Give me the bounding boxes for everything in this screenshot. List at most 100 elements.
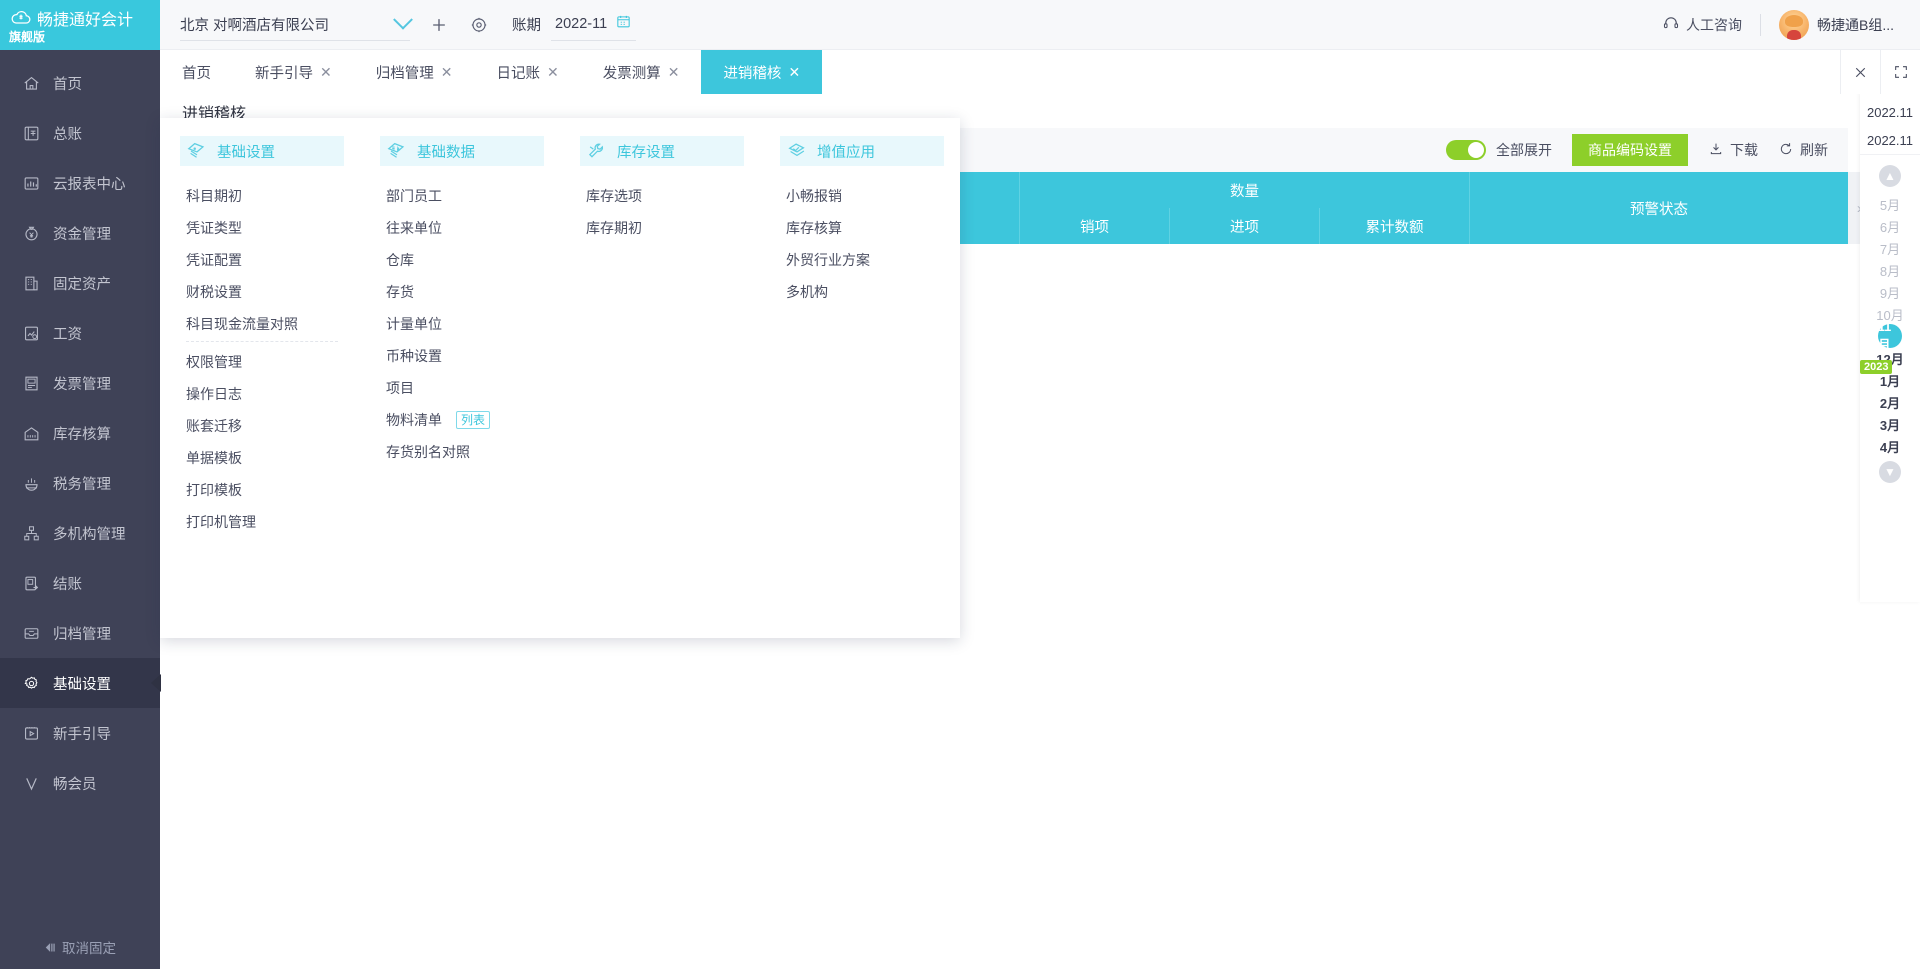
rail-month-label: 2月: [1879, 395, 1901, 411]
tab-label: 首页: [182, 65, 211, 82]
tab-purchase-sales-audit[interactable]: 进销稽核 ✕: [701, 50, 823, 94]
mega-item-inventory-options[interactable]: 库存选项: [580, 180, 760, 212]
tab-close-icon[interactable]: ✕: [788, 64, 801, 80]
sidebar-item-label: 工资: [53, 326, 82, 343]
expand-all-toggle[interactable]: 全部展开: [1446, 140, 1552, 160]
mega-item-inventory-alias-mapping[interactable]: 存货别名对照: [380, 436, 560, 468]
rail-month-item[interactable]: 4月: [1860, 435, 1920, 457]
sidebar-item-guide[interactable]: 新手引导: [0, 708, 160, 758]
unpin-sidebar-button[interactable]: 取消固定: [0, 925, 160, 969]
rail-date-end[interactable]: 2022.11: [1866, 132, 1914, 148]
rail-month-item[interactable]: 6月: [1860, 215, 1920, 237]
brand-logo[interactable]: 畅捷通好会计 旗舰版: [0, 0, 160, 50]
mega-item-account-migration[interactable]: 账套迁移: [180, 410, 360, 442]
list-badge[interactable]: 列表: [456, 411, 491, 429]
mega-item-business-partner[interactable]: 往来单位: [380, 212, 560, 244]
rail-month-item-current[interactable]: 11月: [1860, 320, 1920, 352]
mega-item-print-template[interactable]: 打印模板: [180, 474, 360, 506]
mega-item-foreign-trade-solution[interactable]: 外贸行业方案: [780, 244, 960, 276]
sidebar-item-archive[interactable]: 归档管理: [0, 608, 160, 658]
rail-month-item[interactable]: 7月: [1860, 237, 1920, 259]
sidebar-item-vip[interactable]: 畅会员: [0, 758, 160, 808]
mega-item-multi-org[interactable]: 多机构: [780, 276, 960, 308]
close-all-tabs-button[interactable]: [1840, 50, 1880, 94]
rail-month-item[interactable]: 9月: [1860, 281, 1920, 303]
mega-item-inventory-accounting[interactable]: 库存核算: [780, 212, 960, 244]
mega-item-operation-log[interactable]: 操作日志: [180, 378, 360, 410]
mega-item-fiscal-tax-settings[interactable]: 财税设置: [180, 276, 360, 308]
mega-item-cashflow-mapping[interactable]: 科目现金流量对照: [180, 308, 360, 342]
refresh-button[interactable]: 刷新: [1778, 140, 1828, 160]
mega-item-currency-settings[interactable]: 币种设置: [380, 340, 560, 372]
sidebar-item-ledger[interactable]: 总账: [0, 108, 160, 158]
mega-item-subject-opening[interactable]: 科目期初: [180, 180, 360, 212]
rail-month-item[interactable]: 2月: [1860, 391, 1920, 413]
rail-month-item[interactable]: 8月: [1860, 259, 1920, 281]
sidebar-item-label: 首页: [53, 76, 82, 93]
company-selector[interactable]: 北京 对啊酒店有限公司: [180, 9, 413, 41]
mega-item-bill-of-materials[interactable]: 物料清单 列表: [380, 404, 560, 436]
refresh-icon: [1778, 141, 1794, 160]
tab-home[interactable]: 首页: [160, 50, 233, 94]
mega-item-unit-of-measure[interactable]: 计量单位: [380, 308, 560, 340]
mega-item-label: 存货别名对照: [386, 444, 470, 460]
sidebar-item-cloud-reports[interactable]: 云报表中心: [0, 158, 160, 208]
product-code-settings-button[interactable]: 商品编码设置: [1572, 134, 1688, 166]
money-bag-icon: [22, 224, 41, 243]
toggle-switch[interactable]: [1446, 140, 1486, 160]
mega-item-printer-management[interactable]: 打印机管理: [180, 506, 360, 538]
mega-item-permissions[interactable]: 权限管理: [180, 346, 360, 378]
sidebar-item-multi-org[interactable]: 多机构管理: [0, 508, 160, 558]
unpin-icon: [44, 941, 58, 953]
headset-icon: [1662, 14, 1680, 35]
support-button[interactable]: 人工咨询: [1662, 14, 1742, 35]
mega-item-warehouse[interactable]: 仓库: [380, 244, 560, 276]
rail-month-item[interactable]: 5月: [1860, 193, 1920, 215]
rail-month-item[interactable]: 2023 1月: [1860, 360, 1920, 391]
mega-item-voucher-config[interactable]: 凭证配置: [180, 244, 360, 276]
sidebar-item-fixed-assets[interactable]: 固定资产: [0, 258, 160, 308]
chart-icon: [22, 174, 41, 193]
mega-item-document-template[interactable]: 单据模板: [180, 442, 360, 474]
mega-item-voucher-type[interactable]: 凭证类型: [180, 212, 360, 244]
mega-item-inventory[interactable]: 存货: [380, 276, 560, 308]
tab-journal[interactable]: 日记账 ✕: [474, 50, 580, 94]
sidebar-item-invoice[interactable]: 发票管理: [0, 358, 160, 408]
add-company-button[interactable]: [428, 14, 450, 36]
rail-month-item[interactable]: 3月: [1860, 413, 1920, 435]
sidebar-item-label: 结账: [53, 576, 82, 593]
fullscreen-button[interactable]: [1880, 50, 1920, 94]
chevron-up-circle-icon[interactable]: ▲: [1879, 165, 1901, 187]
tab-archive[interactable]: 归档管理 ✕: [354, 50, 475, 94]
mega-item-department-employee[interactable]: 部门员工: [380, 180, 560, 212]
tab-close-icon[interactable]: ✕: [546, 64, 559, 80]
period-picker[interactable]: 2022-11: [551, 9, 637, 41]
rail-date-start[interactable]: 2022.11: [1866, 104, 1914, 120]
sidebar-item-basic-settings[interactable]: 基础设置: [0, 658, 161, 708]
mega-item-label: 打印模板: [186, 482, 242, 498]
settings-button[interactable]: [468, 14, 490, 36]
rail-month-label: 7月: [1879, 241, 1901, 257]
app-stack-icon: [786, 140, 808, 162]
tab-invoice-estimate[interactable]: 发票测算 ✕: [581, 50, 702, 94]
tab-close-icon[interactable]: ✕: [320, 64, 332, 80]
sidebar-item-closing[interactable]: 结账: [0, 558, 160, 608]
user-menu[interactable]: 畅捷通B组...: [1778, 9, 1894, 40]
chevron-down-circle-icon[interactable]: ▼: [1879, 461, 1901, 483]
rail-month-item[interactable]: 10月: [1860, 303, 1920, 325]
tab-close-icon[interactable]: ✕: [667, 64, 680, 80]
closing-icon: [22, 574, 41, 593]
mega-item-xiaochang-expense[interactable]: 小畅报销: [780, 180, 960, 212]
sidebar-item-payroll[interactable]: 工资: [0, 308, 160, 358]
download-button[interactable]: 下载: [1708, 140, 1758, 160]
tab-guide[interactable]: 新手引导 ✕: [233, 50, 354, 94]
sidebar-item-home[interactable]: 首页: [0, 58, 160, 108]
mega-item-project[interactable]: 项目: [380, 372, 560, 404]
sidebar-item-inventory-accounting[interactable]: 库存核算: [0, 408, 160, 458]
mega-item-inventory-opening[interactable]: 库存期初: [580, 212, 760, 244]
tab-close-icon[interactable]: ✕: [440, 64, 453, 80]
sidebar-item-funds[interactable]: 资金管理: [0, 208, 160, 258]
mega-column-header: 基础数据: [380, 136, 544, 166]
rail-month-label: 4月: [1879, 439, 1901, 455]
sidebar-item-tax[interactable]: 税务管理: [0, 458, 160, 508]
